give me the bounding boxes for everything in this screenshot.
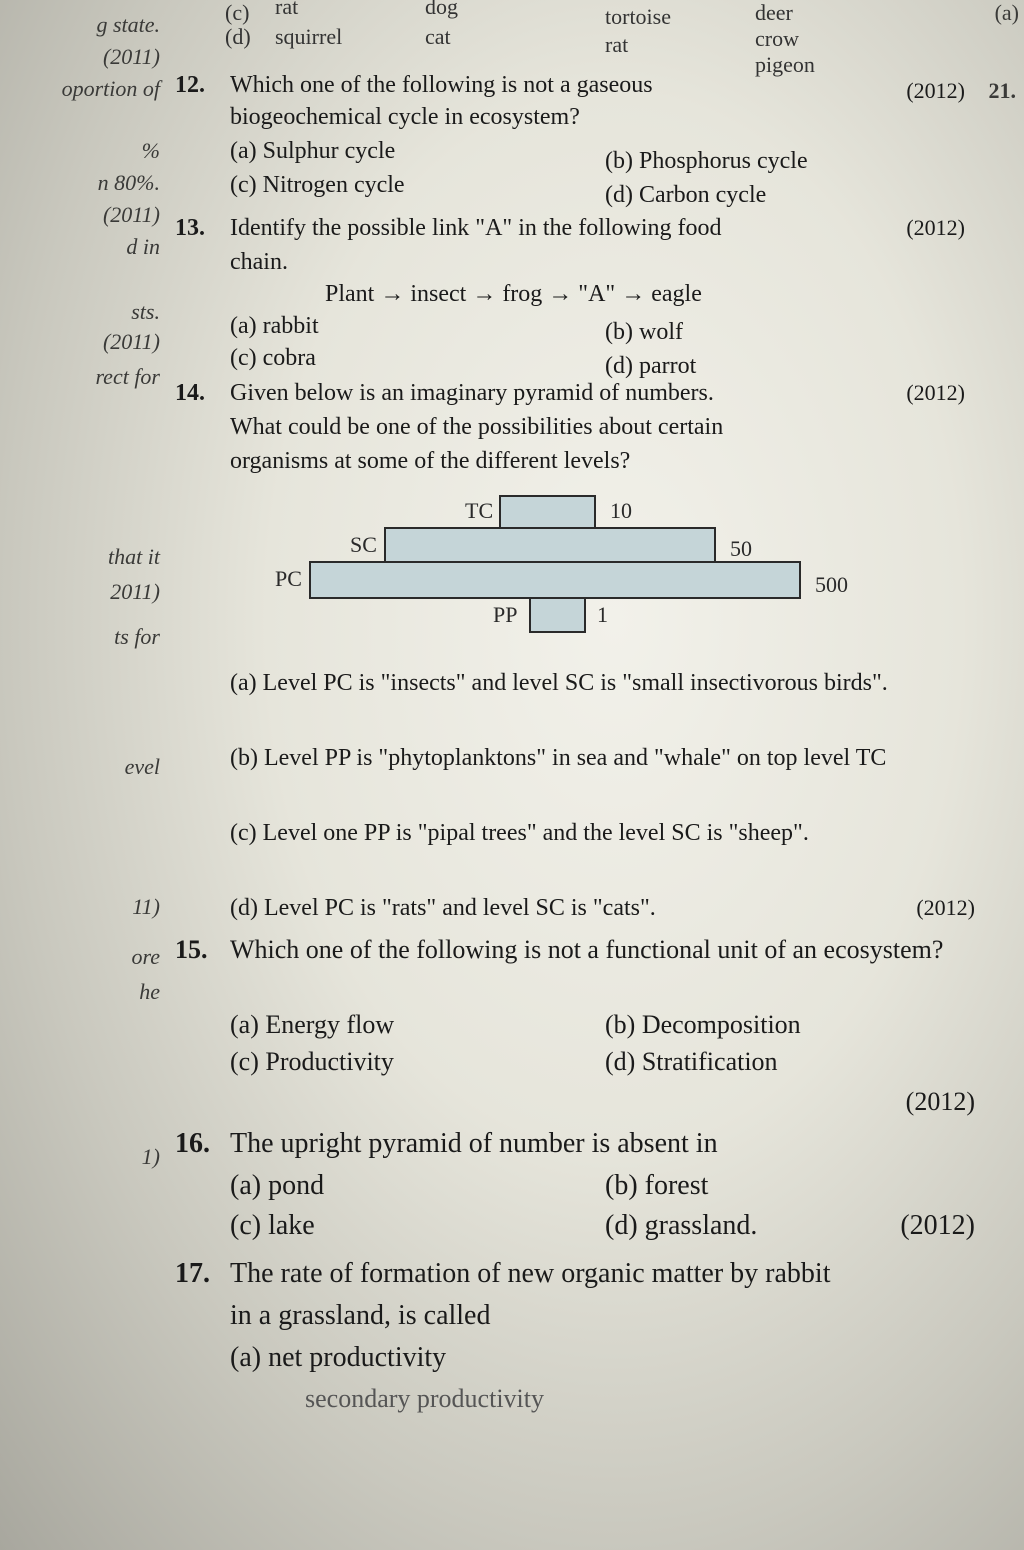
opt-label: (d): [225, 24, 251, 50]
margin-text: rect for: [95, 360, 160, 393]
margin-text: (2011): [103, 325, 160, 358]
option-year: (2012): [916, 895, 975, 921]
margin-text: that it: [108, 540, 160, 573]
margin-text: ts for: [114, 620, 160, 653]
question-number: 16.: [175, 1128, 215, 1160]
tc-label: TC: [465, 498, 493, 523]
option-d: (d) grassland.: [605, 1210, 757, 1242]
margin-text: (a): [995, 0, 1019, 26]
opt-text: cat: [425, 24, 451, 50]
option-a: (a) pond: [230, 1170, 324, 1202]
pyramid-svg: TC 10 SC 50 PC 500 PP 1: [255, 488, 895, 658]
pc-label: PC: [275, 566, 302, 591]
option-a: (a) Energy flow: [230, 1010, 394, 1040]
option-d: (d) Stratification: [605, 1047, 778, 1077]
opt-text: crow: [755, 26, 799, 52]
margin-text: g state.: [96, 8, 160, 41]
option-b: (b) Level PP is "phytoplanktons" in sea …: [230, 745, 970, 772]
tc-value: 10: [610, 498, 632, 523]
question-year: (2012): [906, 78, 965, 104]
question-year: (2012): [906, 215, 965, 241]
question-text: chain.: [230, 249, 288, 276]
question-number: 17.: [175, 1258, 215, 1290]
pyramid-diagram: TC 10 SC 50 PC 500 PP 1: [255, 488, 895, 658]
question-text: The upright pyramid of number is absent …: [230, 1128, 718, 1160]
margin-text: ore: [131, 940, 160, 973]
margin-text: sts.: [131, 295, 160, 328]
opt-label: (c): [225, 0, 249, 26]
option-c: (c) Level one PP is "pipal trees" and th…: [230, 820, 970, 847]
option-b: (b) Decomposition: [605, 1010, 801, 1040]
option-a: (a) rabbit: [230, 313, 319, 340]
question-text: Which one of the following is not a func…: [230, 935, 970, 965]
option-d: (d) Carbon cycle: [605, 182, 766, 209]
question-number: 12.: [175, 72, 215, 99]
question-year: (2012): [906, 380, 965, 406]
option-d: (d) parrot: [605, 353, 696, 380]
margin-text: (2011): [103, 40, 160, 73]
question-text: organisms at some of the different level…: [230, 448, 630, 475]
opt-text: dog: [425, 0, 458, 20]
option-c: (c) Nitrogen cycle: [230, 172, 405, 199]
margin-text: 1): [142, 1140, 160, 1173]
margin-text: %: [142, 134, 160, 167]
option-fragment: secondary productivity: [305, 1384, 544, 1414]
margin-text: 2011): [110, 575, 160, 608]
question-year: (2012): [906, 1087, 975, 1117]
question-text: in a grassland, is called: [230, 1300, 490, 1332]
question-text: The rate of formation of new organic mat…: [230, 1258, 1000, 1290]
pc-value: 500: [815, 572, 848, 597]
sc-value: 50: [730, 536, 752, 561]
option-a: (a) Sulphur cycle: [230, 138, 395, 165]
option-year: (2012): [900, 1210, 975, 1242]
question-text: What could be one of the possibilities a…: [230, 414, 723, 441]
margin-text: he: [139, 975, 160, 1008]
question-text: Given below is an imaginary pyramid of n…: [230, 380, 714, 407]
left-margin: g state. (2011) oportion of % n 80%. (20…: [0, 0, 170, 1550]
pp-value: 1: [597, 602, 608, 627]
option-b: (b) Phosphorus cycle: [605, 148, 808, 175]
margin-text: n 80%.: [98, 166, 160, 199]
page: g state. (2011) oportion of % n 80%. (20…: [0, 0, 1024, 1550]
right-margin: (a) 21.: [969, 0, 1024, 1550]
opt-text: tortoise: [605, 4, 671, 30]
margin-text: 11): [132, 890, 160, 923]
question-text: Which one of the following is not a gase…: [230, 72, 653, 99]
question-text: Identify the possible link "A" in the fo…: [230, 215, 722, 242]
question-number: 14.: [175, 380, 215, 407]
pp-label: PP: [493, 602, 517, 627]
margin-text: d in: [126, 230, 160, 263]
option-c: (c) cobra: [230, 345, 316, 372]
question-number: 15.: [175, 935, 215, 965]
margin-text: evel: [125, 750, 160, 783]
opt-text: deer: [755, 0, 793, 26]
question-text: biogeochemical cycle in ecosystem?: [230, 104, 580, 131]
option-d: (d) Level PC is "rats" and level SC is "…: [230, 895, 870, 922]
margin-text: 21.: [989, 78, 1017, 104]
sc-label: SC: [350, 532, 377, 557]
opt-text: squirrel: [275, 24, 342, 50]
opt-text: pigeon: [755, 52, 815, 78]
margin-text: (2011): [103, 198, 160, 231]
opt-text: rat: [605, 32, 628, 58]
option-b: (b) forest: [605, 1170, 708, 1202]
option-c: (c) lake: [230, 1210, 315, 1242]
opt-text: rat: [275, 0, 298, 20]
option-c: (c) Productivity: [230, 1047, 394, 1077]
margin-text: oportion of: [62, 72, 160, 105]
option-a: (a) net productivity: [230, 1342, 446, 1374]
option-a: (a) Level PC is "insects" and level SC i…: [230, 670, 970, 697]
question-number: 13.: [175, 215, 215, 242]
option-b: (b) wolf: [605, 319, 683, 346]
food-chain: Plant → insect → frog → "A" → eagle: [325, 281, 702, 308]
